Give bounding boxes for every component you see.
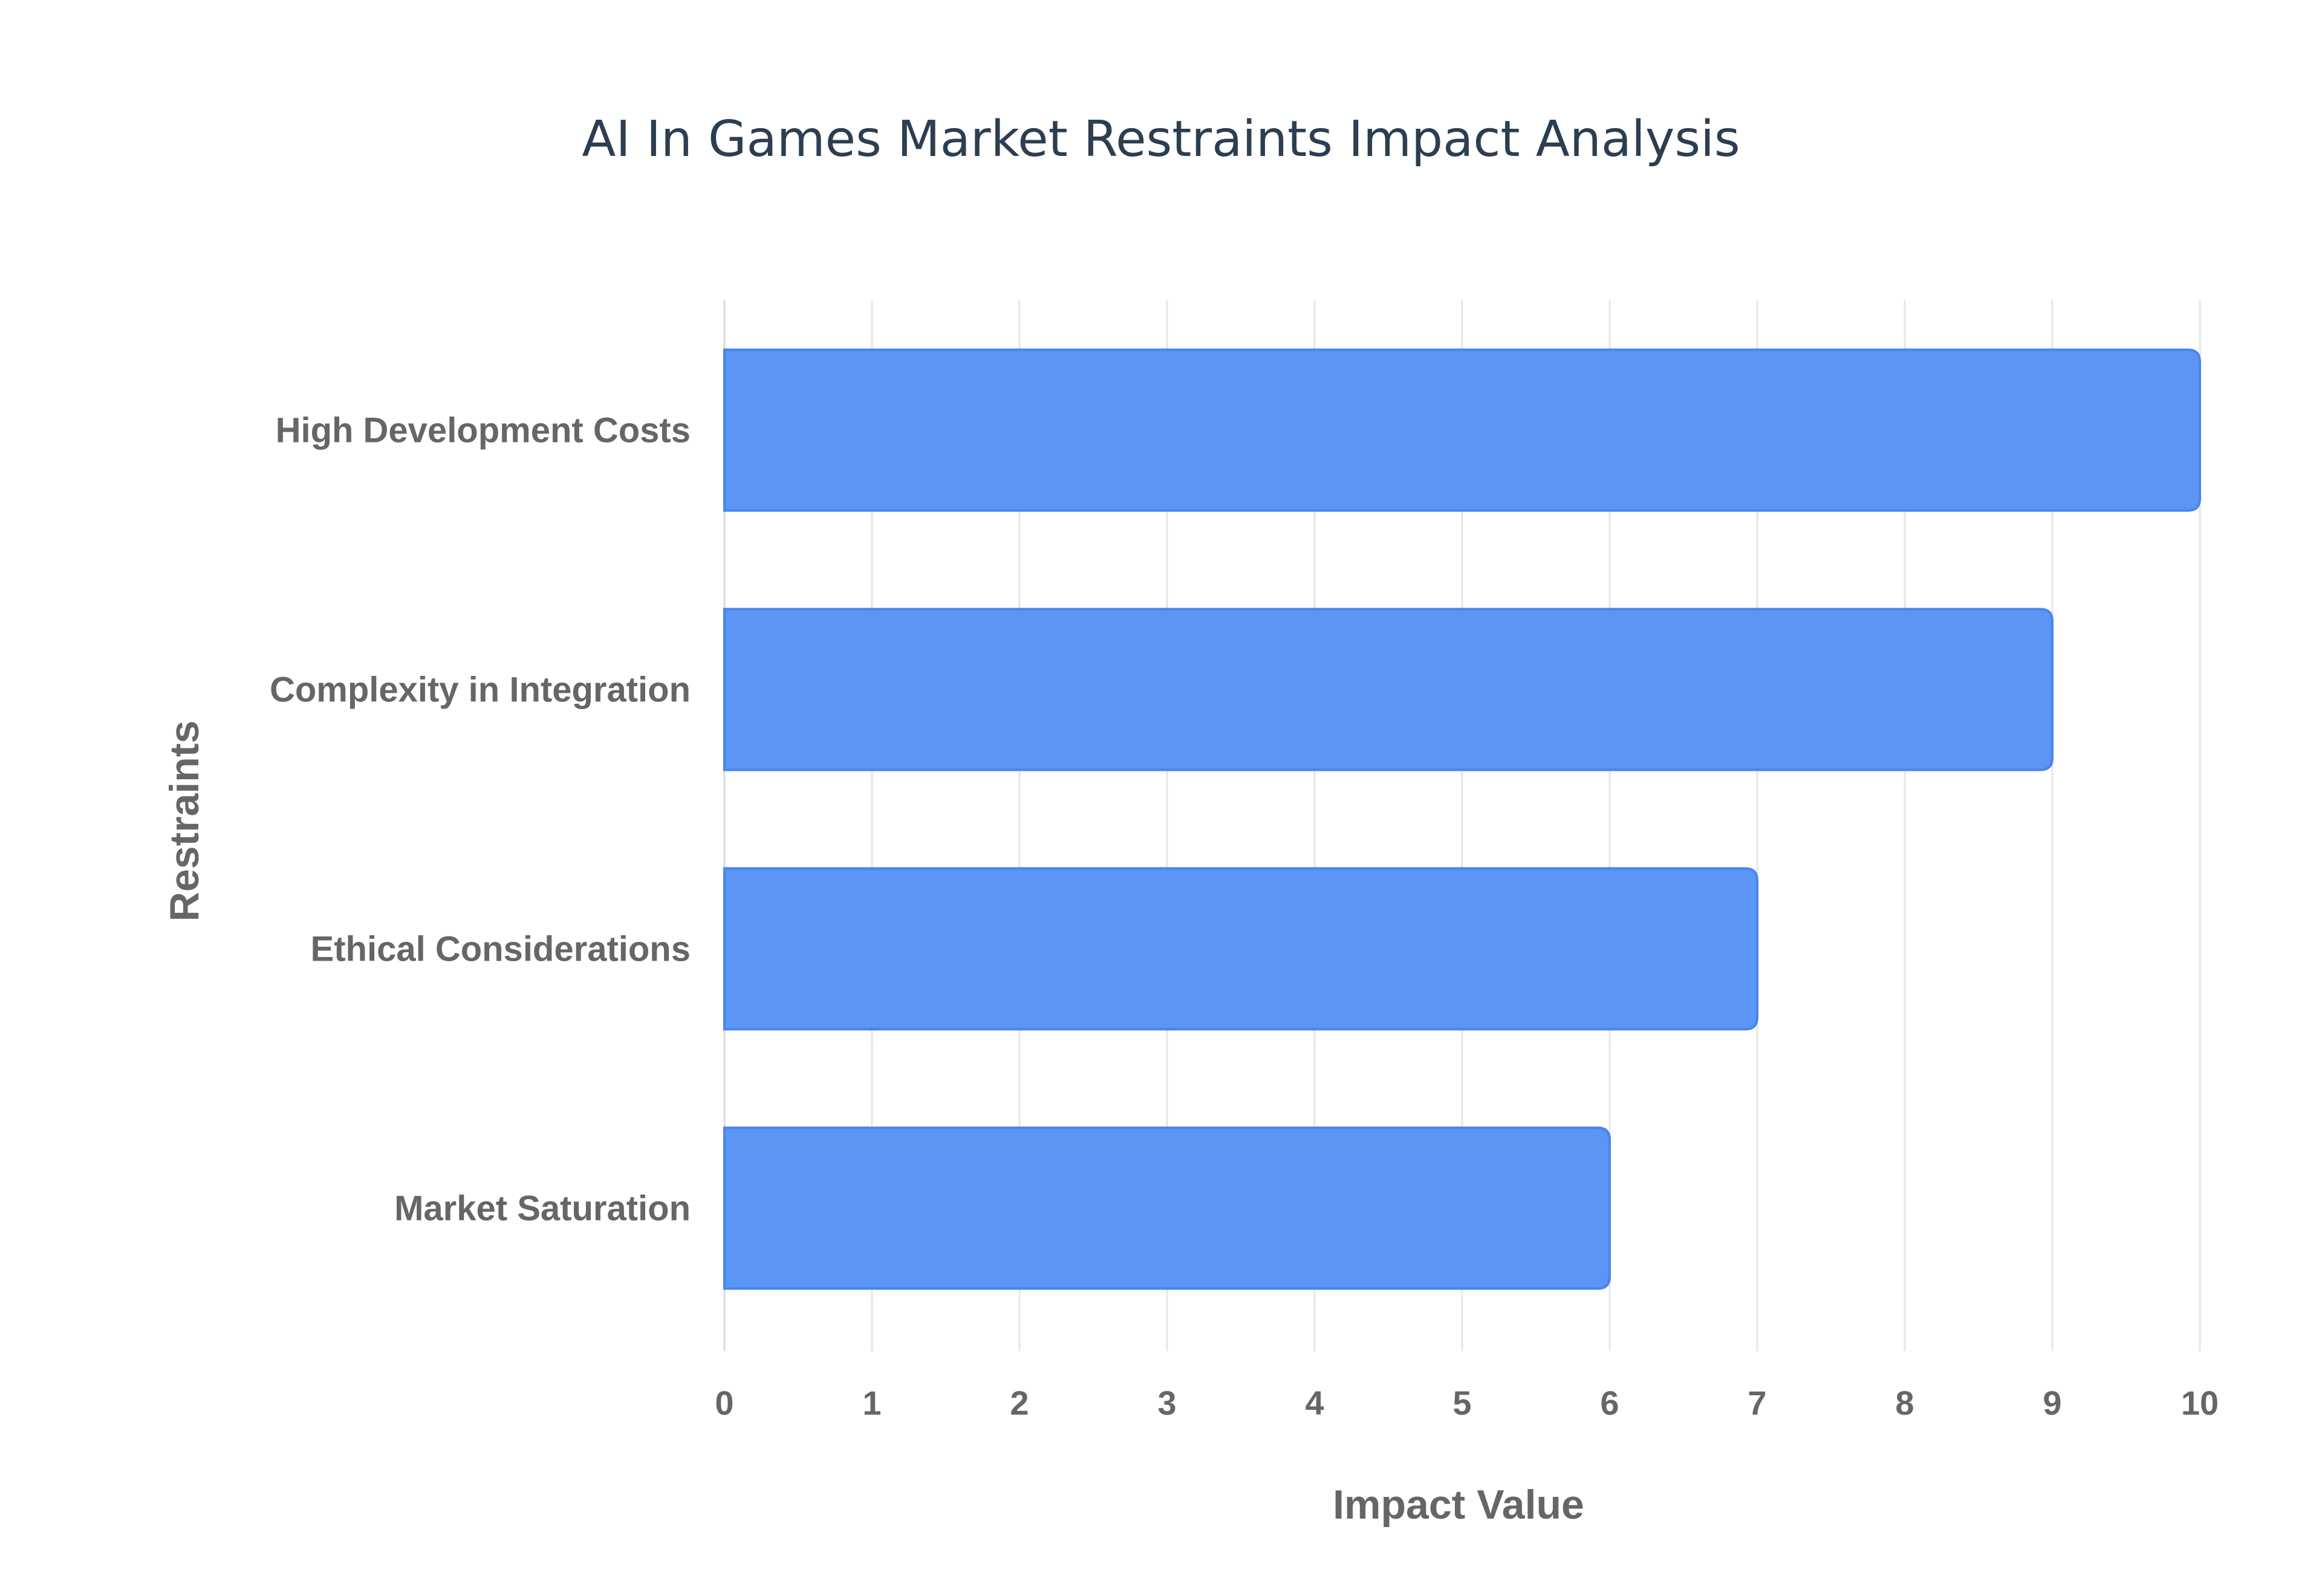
x-tick-label-1: 1 xyxy=(862,1384,881,1422)
y-axis-title: Restraints xyxy=(161,721,207,922)
x-axis-title: Impact Value xyxy=(1333,1482,1584,1528)
x-tick-label-4: 4 xyxy=(1305,1384,1324,1422)
chart-title: AI In Games Market Restraints Impact Ana… xyxy=(582,111,1740,168)
x-tick-labels: 0 1 2 3 4 5 6 7 8 9 10 xyxy=(715,1384,2219,1422)
x-tick-label-10: 10 xyxy=(2181,1384,2219,1422)
category-labels: High Development Costs Complexity in Inte… xyxy=(270,411,691,1228)
x-tick-label-9: 9 xyxy=(2043,1384,2061,1422)
bar-market-saturation xyxy=(723,1126,1611,1290)
bar-high-development-costs xyxy=(723,348,2201,512)
x-tick-label-6: 6 xyxy=(1600,1384,1619,1422)
category-label-market-saturation: Market Saturation xyxy=(394,1189,691,1228)
x-tick-label-0: 0 xyxy=(715,1384,733,1422)
bar-complexity-in-integration xyxy=(723,608,2054,771)
bars xyxy=(723,348,2201,1290)
x-tick-label-8: 8 xyxy=(1895,1384,1914,1422)
category-label-ethical-considerations: Ethical Considerations xyxy=(311,930,691,969)
x-tick-label-5: 5 xyxy=(1452,1384,1471,1422)
x-tick-label-2: 2 xyxy=(1010,1384,1029,1422)
x-tick-label-7: 7 xyxy=(1748,1384,1766,1422)
bar-ethical-considerations xyxy=(723,867,1758,1031)
x-tick-label-3: 3 xyxy=(1157,1384,1176,1422)
category-label-high-development-costs: High Development Costs xyxy=(276,411,691,450)
category-label-complexity-in-integration: Complexity in Integration xyxy=(270,670,691,710)
